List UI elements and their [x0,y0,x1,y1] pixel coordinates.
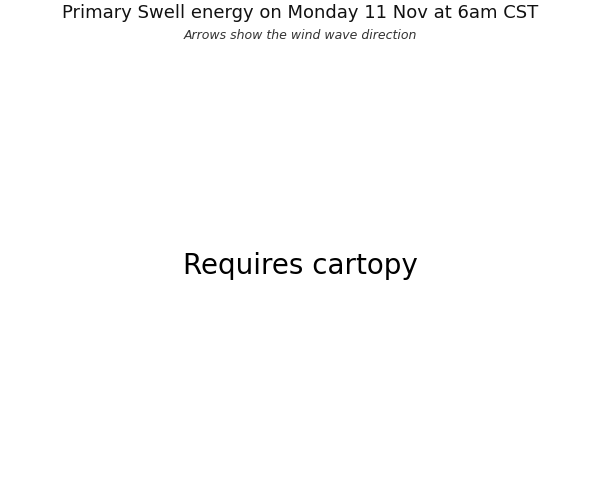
Text: Primary Swell energy on Monday 11 Nov at 6am CST: Primary Swell energy on Monday 11 Nov at… [63,4,538,22]
Text: Arrows show the wind wave direction: Arrows show the wind wave direction [184,29,417,42]
Text: Requires cartopy: Requires cartopy [183,252,418,281]
